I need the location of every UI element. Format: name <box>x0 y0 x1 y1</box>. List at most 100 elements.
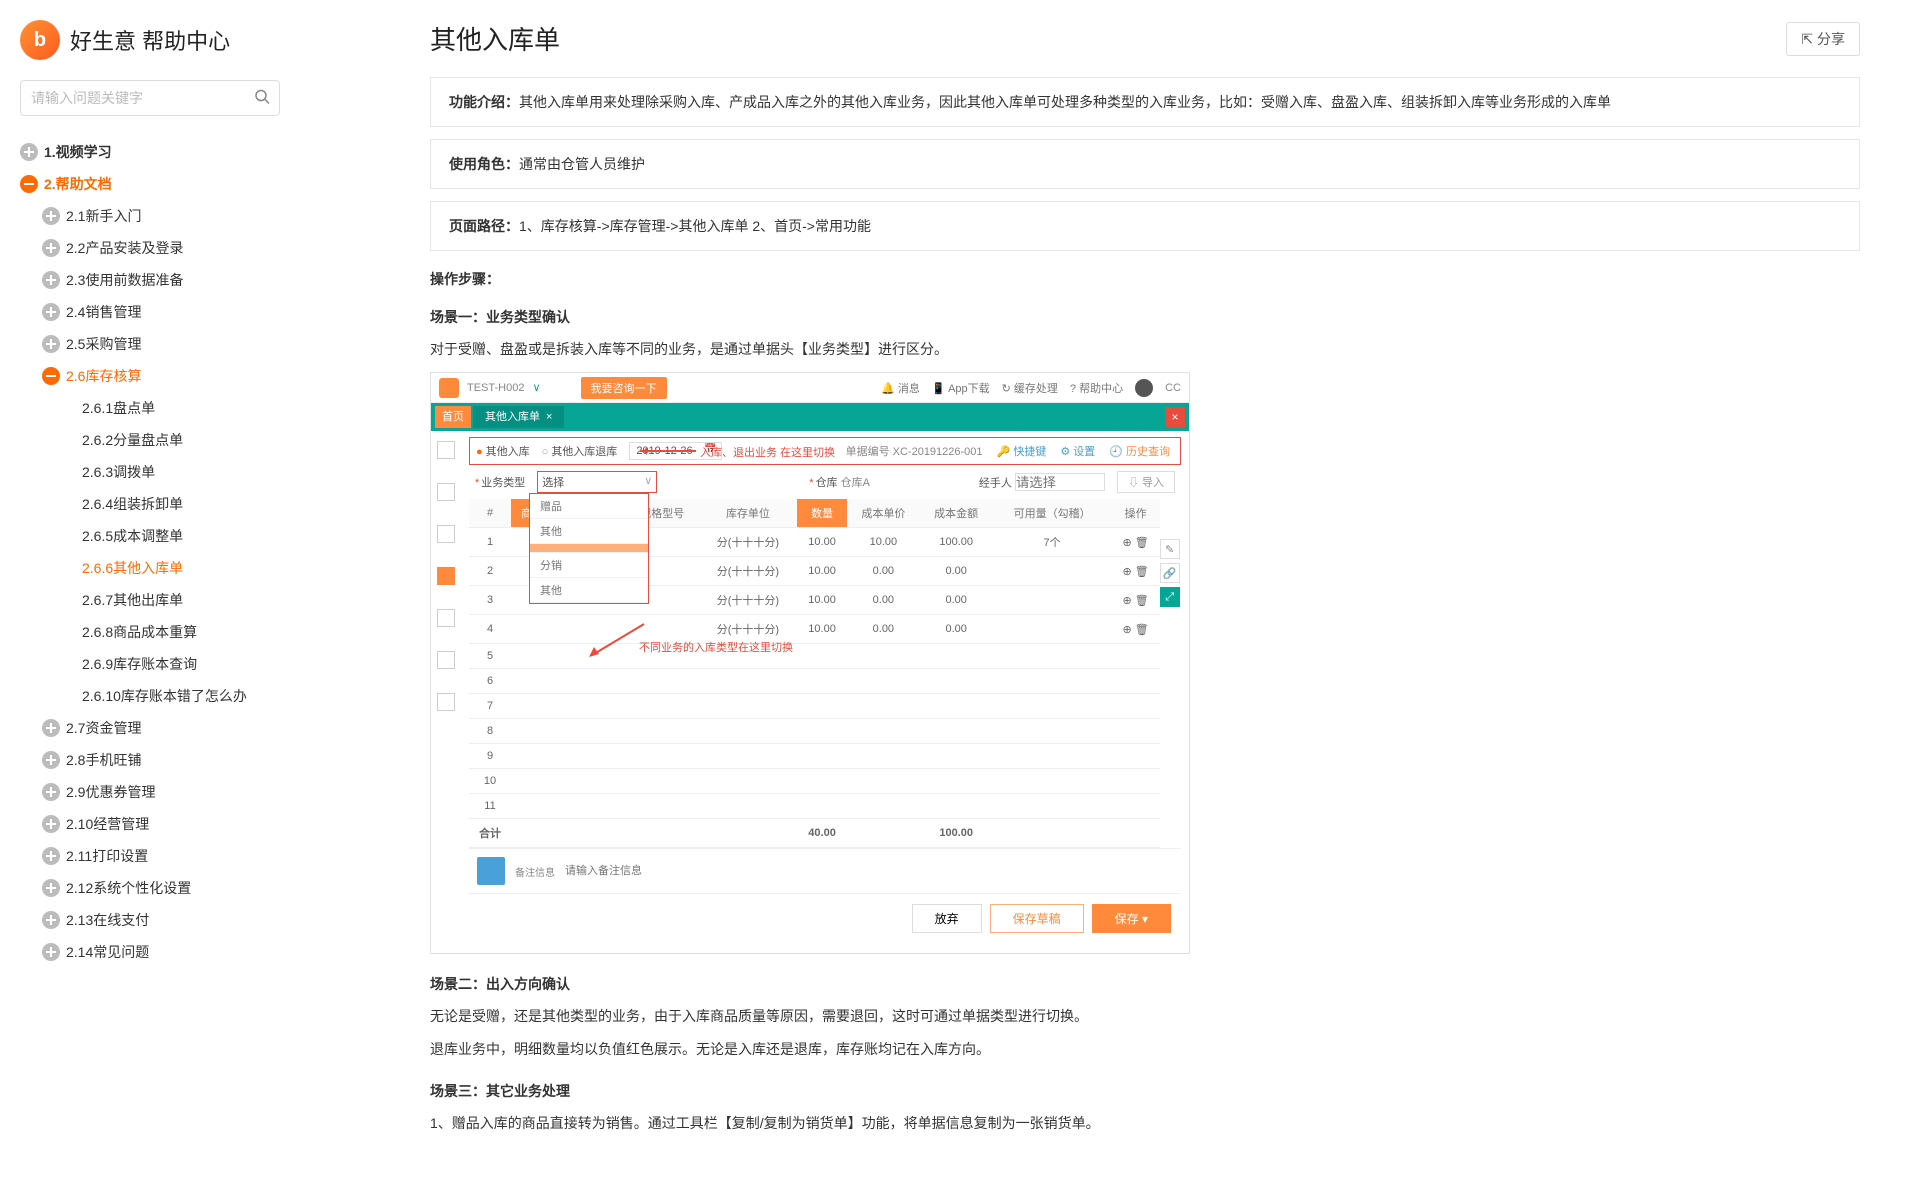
share-button[interactable]: ⇱ 分享 <box>1786 22 1860 56</box>
nav-icon[interactable] <box>437 483 455 501</box>
nav-icon-active[interactable] <box>437 567 455 585</box>
note-input[interactable] <box>565 861 1173 881</box>
ss-tab-active[interactable]: 其他入库单× <box>473 406 564 428</box>
plus-icon <box>42 719 60 737</box>
save-draft-button[interactable]: 保存草稿 <box>990 904 1084 933</box>
tree-item-docs[interactable]: 2.帮助文档 <box>20 168 290 200</box>
tree-item-2-13[interactable]: 2.13在线支付 <box>20 904 290 936</box>
tree-item-2-10[interactable]: 2.10经营管理 <box>20 808 290 840</box>
plus-icon <box>42 815 60 833</box>
tree-item-2-6-9[interactable]: 2.6.9库存账本查询 <box>20 648 290 680</box>
ss-type-row: 其他入库 其他入库退库 2019-12-26 入库、退出业务 在这里切换 单据编… <box>469 437 1181 465</box>
tree-item-2-5[interactable]: 2.5采购管理 <box>20 328 290 360</box>
tree-item-2-12[interactable]: 2.12系统个性化设置 <box>20 872 290 904</box>
save-button[interactable]: 保存 ▾ <box>1092 904 1171 933</box>
table-row[interactable]: 10 <box>469 769 1160 794</box>
tree-item-2-11[interactable]: 2.11打印设置 <box>20 840 290 872</box>
tree-item-2-6[interactable]: 2.6库存核算 <box>20 360 290 392</box>
role-box: 使用角色：通常由仓管人员维护 <box>430 139 1860 189</box>
ss-tabbar-close[interactable]: × <box>1165 407 1185 427</box>
type-dropdown[interactable]: 赠品 其他 分销 其他 <box>529 493 649 604</box>
plus-icon <box>42 911 60 929</box>
plus-icon <box>42 751 60 769</box>
bill-number: 单据编号 XC-20191226-001 <box>846 443 983 459</box>
plus-icon <box>42 847 60 865</box>
nav-icon[interactable] <box>437 651 455 669</box>
table-row[interactable]: 8 <box>469 719 1160 744</box>
table-row[interactable]: 4分(十十十分)10.000.000.00⊕ 🗑 <box>469 615 1160 644</box>
nav-icon[interactable] <box>437 525 455 543</box>
tree-item-2-6-8[interactable]: 2.6.8商品成本重算 <box>20 616 290 648</box>
tree-item-2-4[interactable]: 2.4销售管理 <box>20 296 290 328</box>
avatar-icon[interactable] <box>1135 379 1153 397</box>
ss-footer: 放弃 保存草稿 保存 ▾ <box>469 893 1181 943</box>
intro-text: 其他入库单用来处理除采购入库、产成品入库之外的其他入库业务，因此其他入库单可处理… <box>519 94 1611 110</box>
annotation: 不同业务的入库类型在这里切换 <box>639 639 793 655</box>
tree-item-2-9[interactable]: 2.9优惠券管理 <box>20 776 290 808</box>
annotation: 入库、退出业务 在这里切换 <box>700 444 835 460</box>
link-shortcut[interactable]: 🔑 快捷键 <box>997 443 1047 459</box>
import-button[interactable]: ⇩ 导入 <box>1117 471 1175 493</box>
close-icon[interactable]: × <box>546 411 552 423</box>
tree-item-2-6-10[interactable]: 2.6.10库存账本错了怎么办 <box>20 680 290 712</box>
scene2-title: 场景二：出入方向确认 <box>430 974 1860 994</box>
side-icon[interactable]: ⤢ <box>1160 587 1180 607</box>
link-history[interactable]: 🕘 历史查询 <box>1109 443 1170 459</box>
nav-icon[interactable] <box>437 609 455 627</box>
nav-icon[interactable] <box>437 441 455 459</box>
ss-tabbar: 首页 其他入库单× × <box>431 403 1189 431</box>
scene2-text2: 退库业务中，明细数量均以负值红色展示。无论是入库还是退库，库存账均记在入库方向。 <box>430 1037 1860 1062</box>
tree-item-2-7[interactable]: 2.7资金管理 <box>20 712 290 744</box>
scene2-text1: 无论是受赠，还是其他类型的业务，由于入库商品质量等原因，需要退回，这时可通过单据… <box>430 1004 1860 1029</box>
type-select[interactable]: 选择 <box>537 471 657 493</box>
side-icon[interactable]: 🔗 <box>1160 563 1180 583</box>
search-icon[interactable] <box>254 89 270 108</box>
search-input[interactable] <box>20 80 280 116</box>
page-title: 其他入库单 <box>430 20 560 57</box>
tree-item-2-6-5[interactable]: 2.6.5成本调整单 <box>20 520 290 552</box>
tree-item-2-3[interactable]: 2.3使用前数据准备 <box>20 264 290 296</box>
tree-item-2-1[interactable]: 2.1新手入门 <box>20 200 290 232</box>
ss-tab-home[interactable]: 首页 <box>435 406 471 428</box>
tree-item-2-6-1[interactable]: 2.6.1盘点单 <box>20 392 290 424</box>
table-row[interactable]: 5 <box>469 644 1160 669</box>
radio-inbound[interactable]: 其他入库 <box>476 443 530 459</box>
radio-return[interactable]: 其他入库退库 <box>542 443 618 459</box>
plus-icon <box>42 207 60 225</box>
side-icon[interactable]: ✎ <box>1160 539 1180 559</box>
plus-icon <box>42 783 60 801</box>
tree-item-2-6-7[interactable]: 2.6.7其他出库单 <box>20 584 290 616</box>
ss-msg[interactable]: 🔔 消息 <box>881 380 920 396</box>
nav-icon[interactable] <box>437 693 455 711</box>
table-row[interactable]: 6 <box>469 669 1160 694</box>
tree-item-2-8[interactable]: 2.8手机旺铺 <box>20 744 290 776</box>
ss-consult-button[interactable]: 我要咨询一下 <box>581 377 667 399</box>
tree-item-2-14[interactable]: 2.14常见问题 <box>20 936 290 968</box>
tree-item-2-6-3[interactable]: 2.6.3调拨单 <box>20 456 290 488</box>
plus-icon <box>42 303 60 321</box>
ss-help[interactable]: ? 帮助中心 <box>1070 380 1123 396</box>
plus-icon <box>42 335 60 353</box>
steps-label: 操作步骤： <box>430 269 1860 289</box>
person-input[interactable] <box>1015 473 1105 491</box>
discard-button[interactable]: 放弃 <box>912 904 982 933</box>
table-row[interactable]: 7 <box>469 694 1160 719</box>
table-row[interactable]: 9 <box>469 744 1160 769</box>
arrow-icon <box>640 450 696 452</box>
ss-cache[interactable]: ↻ 缓存处理 <box>1002 380 1058 396</box>
intro-box: 功能介绍：其他入库单用来处理除采购入库、产成品入库之外的其他入库业务，因此其他入… <box>430 77 1860 127</box>
ss-main: 其他入库 其他入库退库 2019-12-26 入库、退出业务 在这里切换 单据编… <box>461 431 1189 953</box>
tree-item-video[interactable]: 1.视频学习 <box>20 136 290 168</box>
ss-app[interactable]: 📱 App下载 <box>932 380 990 396</box>
minus-icon <box>42 367 60 385</box>
tree-item-2-2[interactable]: 2.2产品安装及登录 <box>20 232 290 264</box>
path-box: 页面路径：1、库存核算->库存管理->其他入库单 2、首页->常用功能 <box>430 201 1860 251</box>
tree-item-2-6-6[interactable]: 2.6.6其他入库单 <box>20 552 290 584</box>
link-settings[interactable]: ⚙ 设置 <box>1060 443 1095 459</box>
sidebar: b 好生意 帮助中心 1.视频学习 2.帮助文档 2.1新手入门 2.2产品安装… <box>0 0 290 1184</box>
table-row[interactable]: 11 <box>469 794 1160 819</box>
ss-side-icons: ✎ 🔗 ⤢ <box>1160 499 1181 848</box>
tree-item-2-6-4[interactable]: 2.6.4组装拆卸单 <box>20 488 290 520</box>
tree-item-2-6-2[interactable]: 2.6.2分量盘点单 <box>20 424 290 456</box>
share-icon: ⇱ <box>1801 31 1813 47</box>
